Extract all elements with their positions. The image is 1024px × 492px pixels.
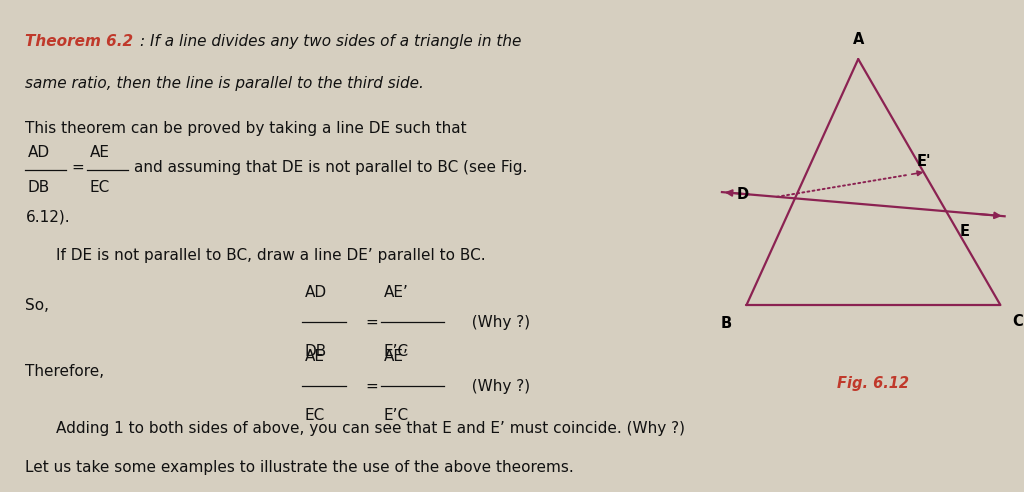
Text: Theorem 6.2: Theorem 6.2 — [26, 34, 133, 49]
Text: Let us take some examples to illustrate the use of the above theorems.: Let us take some examples to illustrate … — [26, 460, 574, 475]
Text: E’C: E’C — [384, 344, 409, 359]
Text: AD: AD — [28, 145, 49, 160]
Text: AE’: AE’ — [384, 349, 409, 364]
Text: Therefore,: Therefore, — [26, 364, 104, 379]
Text: E’C: E’C — [384, 408, 409, 423]
Text: =: = — [71, 160, 84, 175]
Text: EC: EC — [89, 180, 110, 194]
Text: E': E' — [918, 154, 932, 169]
Text: EC: EC — [305, 408, 325, 423]
Text: A: A — [853, 32, 864, 47]
Text: So,: So, — [26, 298, 49, 312]
Text: (Why ?): (Why ?) — [462, 379, 530, 394]
Text: This theorem can be proved by taking a line DE such that: This theorem can be proved by taking a l… — [26, 121, 467, 135]
Text: If DE is not parallel to BC, draw a line DE’ parallel to BC.: If DE is not parallel to BC, draw a line… — [56, 248, 485, 263]
Text: DB: DB — [28, 180, 50, 194]
Text: E: E — [959, 224, 970, 239]
Text: =: = — [366, 315, 379, 330]
Text: =: = — [366, 379, 379, 394]
Text: Fig. 6.12: Fig. 6.12 — [838, 376, 909, 391]
Text: AE’: AE’ — [384, 285, 409, 300]
Text: same ratio, then the line is parallel to the third side.: same ratio, then the line is parallel to… — [26, 76, 424, 91]
Text: DB: DB — [305, 344, 327, 359]
Text: AE: AE — [89, 145, 110, 160]
Text: AE: AE — [305, 349, 325, 364]
Text: Adding 1 to both sides of above, you can see that E and E’ must coincide. (Why ?: Adding 1 to both sides of above, you can… — [56, 421, 685, 435]
Text: C: C — [1013, 314, 1023, 329]
Text: (Why ?): (Why ?) — [462, 315, 530, 330]
Text: : If a line divides any two sides of a triangle in the: : If a line divides any two sides of a t… — [140, 34, 521, 49]
Text: B: B — [720, 316, 731, 331]
Text: and assuming that DE is not parallel to BC (see Fig.: and assuming that DE is not parallel to … — [134, 160, 527, 175]
Text: AD: AD — [305, 285, 327, 300]
Text: 6.12).: 6.12). — [26, 209, 70, 224]
Text: D: D — [736, 187, 749, 202]
